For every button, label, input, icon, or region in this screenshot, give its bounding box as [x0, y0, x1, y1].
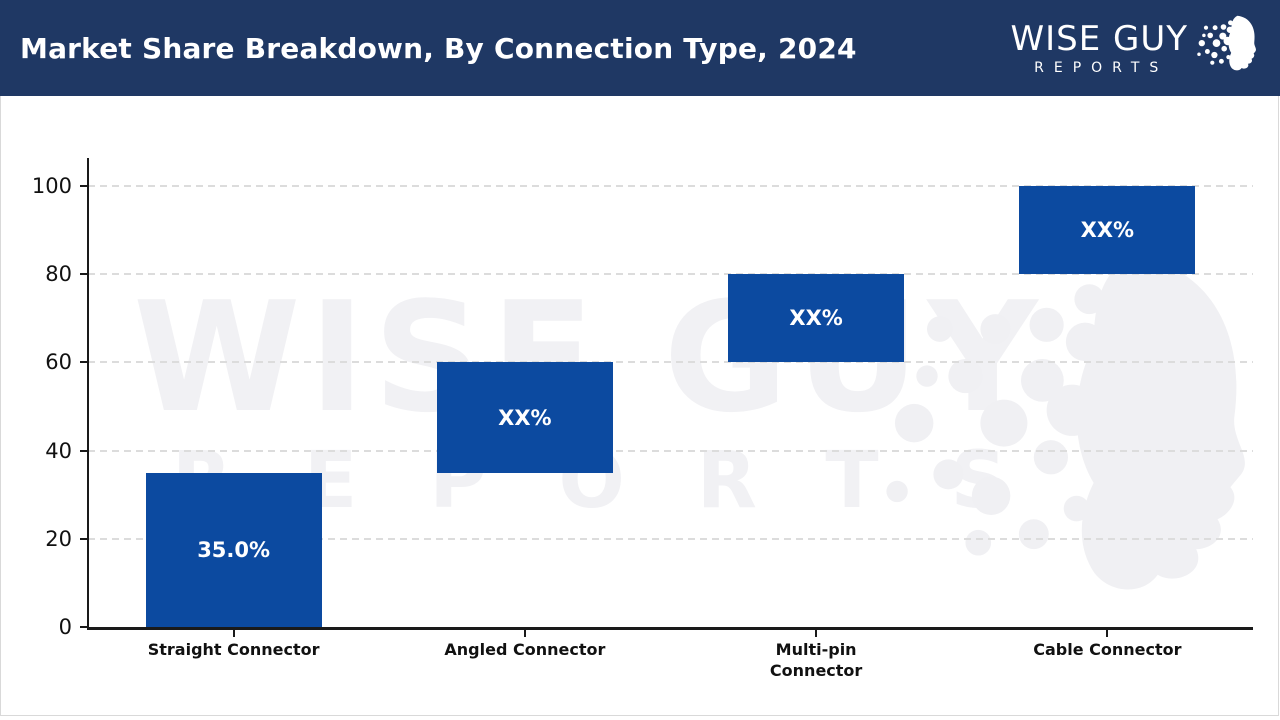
- gridline-40: [88, 449, 1253, 452]
- y-tick-100: [80, 185, 88, 187]
- logo-text: WISE GUY REPORTS: [1010, 22, 1188, 75]
- x-category-label-straight-connector: Straight Connector: [147, 640, 320, 659]
- y-tick-label-20: 20: [45, 526, 72, 551]
- y-tick-80: [80, 273, 88, 276]
- y-tick-label-60: 60: [45, 350, 72, 375]
- y-axis-line: [86, 158, 89, 630]
- logo-wordmark: WISE GUY: [1010, 18, 1188, 59]
- gridline-60: [88, 361, 1253, 364]
- y-tick-60: [80, 361, 88, 364]
- x-tick-straight-connector: [232, 629, 235, 637]
- y-tick-0: [80, 626, 88, 628]
- y-tick-20: [80, 537, 88, 540]
- x-category-label-multi-pin-connector: Multi-pin Connector: [769, 640, 863, 680]
- y-tick-label-0: 0: [58, 615, 72, 639]
- x-axis-line: [86, 627, 1253, 630]
- x-category-label-cable-connector: Cable Connector: [1033, 640, 1182, 659]
- x-tick-multi-pin-connector: [815, 629, 818, 637]
- page-title: Market Share Breakdown, By Connection Ty…: [20, 31, 857, 65]
- bar-value-label-cable-connector: XX%: [1080, 218, 1135, 243]
- gridline-80: [88, 273, 1253, 276]
- bar-angled-connector: XX%: [436, 362, 613, 473]
- header-band: Market Share Breakdown, By Connection Ty…: [0, 0, 1280, 96]
- y-tick-label-80: 80: [45, 262, 72, 287]
- logo-subtitle: REPORTS: [1034, 59, 1169, 76]
- y-tick-40: [80, 449, 88, 452]
- x-category-label-angled-connector: Angled Connector: [444, 640, 606, 659]
- bar-cable-connector: XX%: [1019, 186, 1196, 275]
- bar-value-label-straight-connector: 35.0%: [197, 537, 271, 562]
- dotted-face-icon: [1197, 15, 1256, 71]
- bar-value-label-multi-pin-connector: XX%: [789, 306, 843, 331]
- bar-multi-pin-connector: XX%: [728, 274, 905, 363]
- y-tick-label-40: 40: [45, 438, 72, 463]
- bar-value-label-angled-connector: XX%: [498, 405, 552, 430]
- gridline-20: [88, 537, 1253, 540]
- y-tick-label-100: 100: [31, 174, 72, 198]
- x-tick-angled-connector: [523, 629, 526, 637]
- gridline-100: [88, 185, 1253, 187]
- bar-straight-connector: 35.0%: [145, 472, 322, 627]
- wise-guy-reports-logo: WISE GUY REPORTS: [1010, 6, 1262, 90]
- x-tick-cable-connector: [1106, 629, 1109, 637]
